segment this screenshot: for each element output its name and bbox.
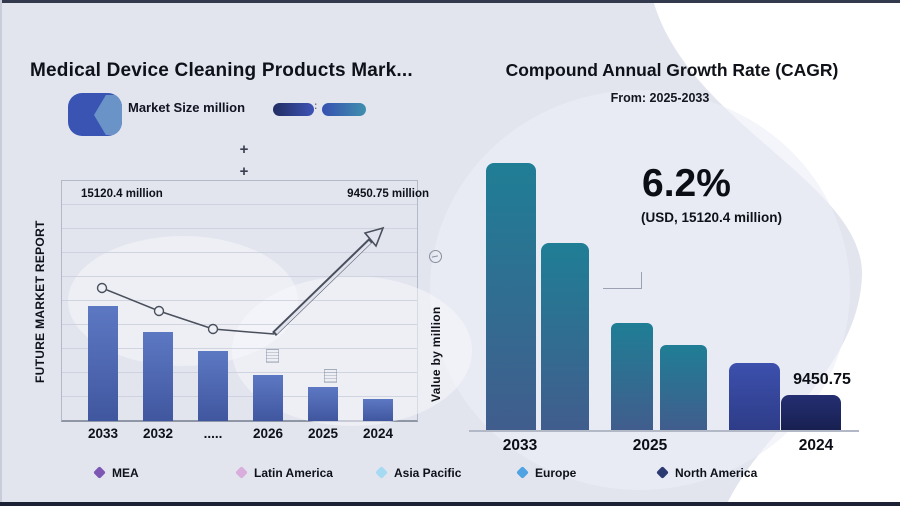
top-border-strip <box>0 0 900 3</box>
cagr-bar-2025-bar-right <box>660 345 707 430</box>
x-tick-2033: 2033 <box>87 426 119 441</box>
legend-diamond-icon <box>656 466 669 479</box>
bottom-border-strip <box>0 502 900 506</box>
toggle-pill-left[interactable] <box>273 103 314 116</box>
cagr-note: (USD, 15120.4 million) <box>641 210 783 225</box>
cagr-value: 6.2% <box>642 162 731 205</box>
legend-label: Asia Pacific <box>394 466 462 480</box>
callout-bracket-line <box>603 272 642 289</box>
legend-label: Europe <box>535 466 577 480</box>
x-tick-2025: 2025 <box>307 426 339 441</box>
pill-separator-colon: : <box>314 101 318 112</box>
market-size-icon <box>68 93 122 136</box>
left-border-line <box>0 0 2 506</box>
bar-2026 <box>253 375 283 421</box>
x-tick-2032: 2032 <box>142 426 174 441</box>
minus-circle-icon[interactable] <box>429 250 442 263</box>
legend-label: MEA <box>112 466 139 480</box>
toggle-pill-right[interactable] <box>322 103 366 116</box>
end-value-annotation: 9450.75 million <box>347 188 429 200</box>
legend-diamond-icon <box>235 466 248 479</box>
market-size-chart-panel: 15120.4 million 9450.75 million 2033 2032… <box>61 180 472 441</box>
cagr-title: Compound Annual Growth Rate (CAGR) <box>505 60 839 80</box>
bar-value-label: 9450.75 <box>793 371 851 388</box>
x-axis-line <box>469 430 859 432</box>
legend-diamond-icon <box>93 466 106 479</box>
x-tick-2024: 2024 <box>362 426 394 441</box>
cagr-bar-2033-bar-right <box>541 243 589 430</box>
cagr-bar-2033-bar-left <box>486 163 536 430</box>
x-tick-.....: ..... <box>203 426 223 441</box>
cagr-x-tick-2024: 2024 <box>798 437 834 454</box>
legend-diamond-icon <box>516 466 529 479</box>
bar-2025 <box>308 387 338 421</box>
x-axis-labels: 2033 2032..... 2026 2025 2024 <box>62 181 419 451</box>
x-tick-2026: 2026 <box>252 426 284 441</box>
cagr-x-tick-2033: 2033 <box>502 437 538 454</box>
gridlines <box>62 181 417 420</box>
bar-2024 <box>363 399 393 421</box>
cagr-bar-2024-bar-left <box>729 363 780 430</box>
cagr-bar-2024-bar-right <box>781 395 841 430</box>
left-chart-title: Medical Device Cleaning Products Mark... <box>30 60 413 81</box>
cagr-chart: 9450.75 2033 2025 2024 <box>461 160 865 454</box>
plus-icon[interactable]: + <box>239 141 249 158</box>
watermark-icon <box>266 349 279 363</box>
plus-icon[interactable]: + <box>239 163 249 180</box>
legend-label: North America <box>675 466 758 480</box>
cagr-x-tick-2025: 2025 <box>632 437 668 454</box>
cagr-bar-2025-bar-left <box>611 323 653 430</box>
trend-line-arrow <box>96 226 385 336</box>
bar-2032 <box>143 332 173 421</box>
bar-..... <box>198 351 228 421</box>
market-size-bars <box>62 181 419 421</box>
market-size-label: Market Size million <box>128 100 246 115</box>
watermark-icon <box>324 369 337 383</box>
legend-diamond-icon <box>375 466 388 479</box>
start-value-annotation: 15120.4 million <box>81 188 163 200</box>
bar-2033 <box>88 306 118 421</box>
legend-label: Latin America <box>254 466 333 480</box>
cagr-subtitle: From: 2025-2033 <box>610 91 710 105</box>
